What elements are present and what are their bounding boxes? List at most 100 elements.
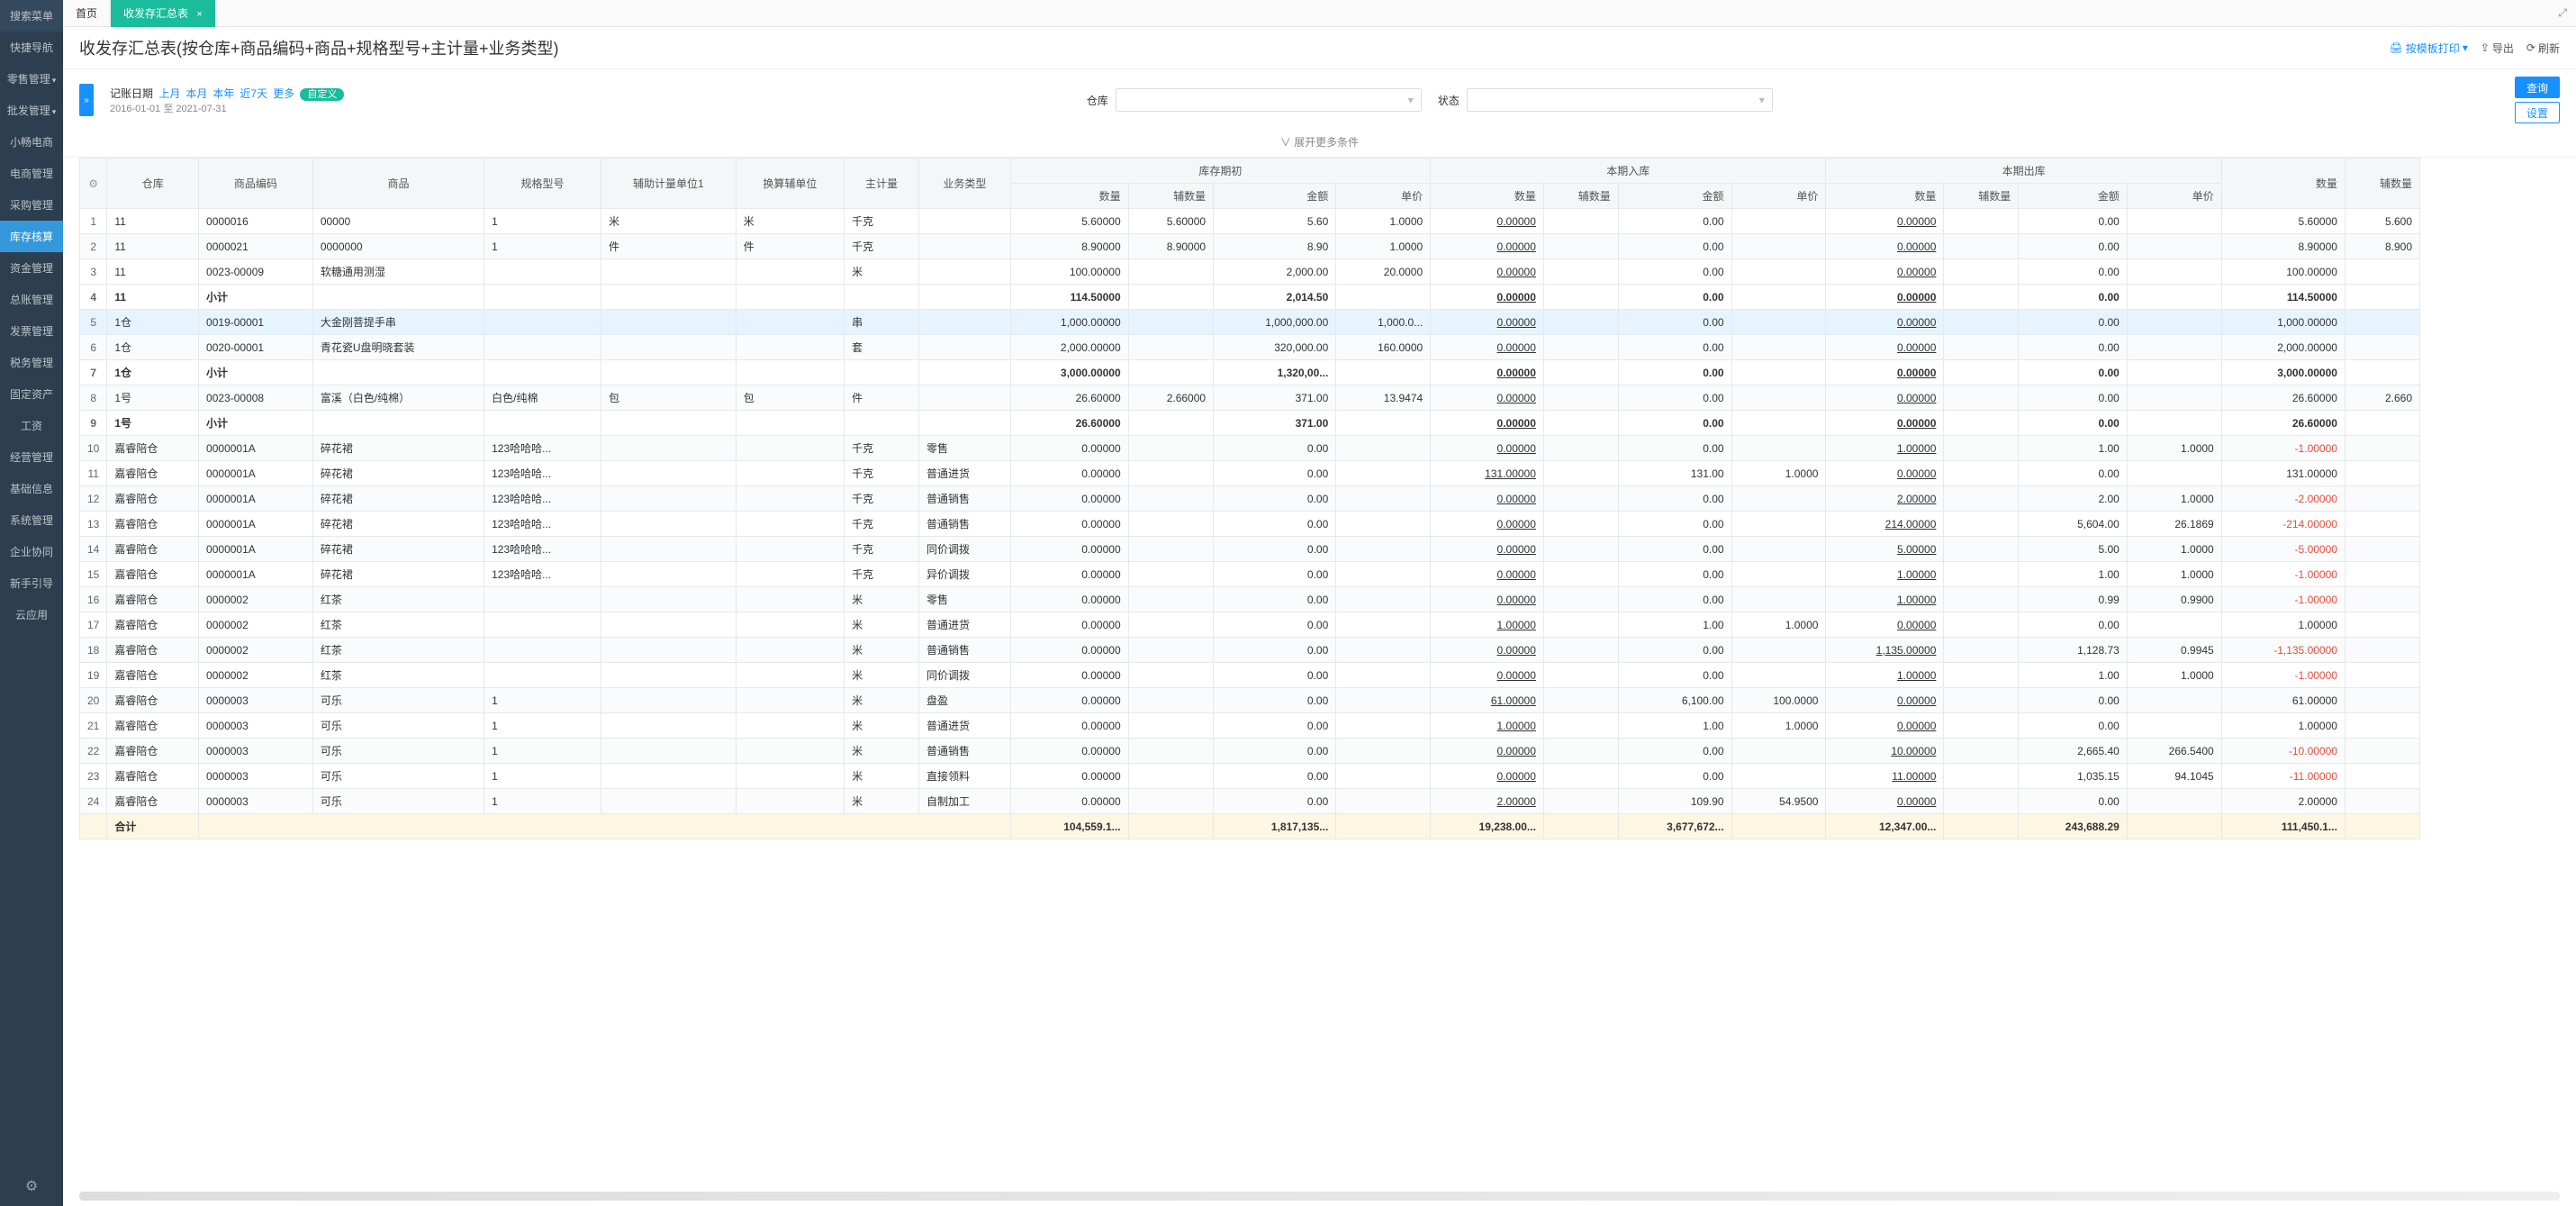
sidebar-item-4[interactable]: 小畅电商 bbox=[0, 126, 63, 158]
col-uom: 主计量 bbox=[845, 159, 919, 209]
date-link-3[interactable]: 近7天 bbox=[240, 87, 267, 100]
refresh-button[interactable]: ⟳刷新 bbox=[2526, 41, 2560, 56]
settings-gear-icon[interactable]: ⚙ bbox=[0, 1166, 63, 1206]
table-row[interactable]: 81号0023-00008富溪（白色/纯棉）白色/纯棉包包件26.600002.… bbox=[80, 385, 2420, 411]
table-row[interactable]: 12嘉睿陪仓0000001A碎花裙123哈哈哈...千克普通销售0.000000… bbox=[80, 486, 2420, 512]
table-row[interactable]: 18嘉睿陪仓0000002红茶米普通销售0.000000.000.000000.… bbox=[80, 638, 2420, 663]
sidebar-item-16[interactable]: 系统管理 bbox=[0, 504, 63, 536]
sidebar-item-12[interactable]: 固定资产 bbox=[0, 378, 63, 410]
sidebar-item-8[interactable]: 资金管理 bbox=[0, 252, 63, 284]
col-qty4: 数量 bbox=[2221, 159, 2345, 209]
col-name: 商品 bbox=[312, 159, 484, 209]
date-link-2[interactable]: 本年 bbox=[212, 87, 234, 100]
warehouse-select[interactable]: ▾ bbox=[1116, 88, 1422, 112]
table-row[interactable]: 61仓0020-00001青花瓷U盘明晓套装套2,000.00000320,00… bbox=[80, 335, 2420, 360]
chevron-down-icon: ▾ bbox=[2463, 41, 2468, 54]
filter-bar: » 记账日期 上月本月本年近7天更多 自定义 2016-01-01 至 2021… bbox=[63, 69, 2576, 131]
total-row: 合计 104,559.1... 1,817,135... 19,238.00..… bbox=[80, 814, 2420, 839]
tab-label: 收发存汇总表 bbox=[123, 7, 188, 20]
print-icon: 🖨 bbox=[2390, 41, 2403, 54]
table-row[interactable]: 20嘉睿陪仓0000003可乐1米盘盈0.000000.0061.000006,… bbox=[80, 688, 2420, 713]
table-row[interactable]: 71仓小计3,000.000001,320,00...0.000000.000.… bbox=[80, 360, 2420, 385]
table-row[interactable]: 17嘉睿陪仓0000002红茶米普通进货0.000000.001.000001.… bbox=[80, 612, 2420, 638]
table-row[interactable]: 11嘉睿陪仓0000001A碎花裙123哈哈哈...千克普通进货0.000000… bbox=[80, 461, 2420, 486]
close-icon[interactable]: × bbox=[196, 9, 202, 20]
sidebar-item-11[interactable]: 税务管理 bbox=[0, 347, 63, 378]
tab-bar: 首页 收发存汇总表 × ⤢ bbox=[63, 0, 2576, 27]
table-row[interactable]: 51仓0019-00001大金刚菩提手串串1,000.000001,000,00… bbox=[80, 310, 2420, 335]
col-conv: 换算辅单位 bbox=[736, 159, 844, 209]
expand-icon[interactable]: ⤢ bbox=[2549, 6, 2576, 20]
chevron-down-icon: ▾ bbox=[52, 76, 57, 85]
col-code: 商品编码 bbox=[199, 159, 313, 209]
sidebar-item-0[interactable]: 搜索菜单 bbox=[0, 0, 63, 32]
expand-conditions[interactable]: ∨ 展开更多条件 bbox=[63, 131, 2576, 158]
custom-badge[interactable]: 自定义 bbox=[300, 88, 344, 101]
sidebar-item-19[interactable]: 云应用 bbox=[0, 599, 63, 630]
date-link-1[interactable]: 本月 bbox=[185, 87, 207, 100]
sidebar-item-18[interactable]: 新手引导 bbox=[0, 567, 63, 599]
sidebar-item-2[interactable]: 零售管理▾ bbox=[0, 63, 63, 95]
table-row[interactable]: 19嘉睿陪仓0000002红茶米同价调拨0.000000.000.000000.… bbox=[80, 663, 2420, 688]
status-label: 状态 bbox=[1438, 93, 1460, 108]
query-button[interactable]: 查询 bbox=[2515, 77, 2560, 98]
table-row[interactable]: 13嘉睿陪仓0000001A碎花裙123哈哈哈...千克普通销售0.000000… bbox=[80, 512, 2420, 537]
table-row[interactable]: 3110023-00009软糖通用测湿米100.000002,000.0020.… bbox=[80, 259, 2420, 285]
date-link-0[interactable]: 上月 bbox=[158, 87, 180, 100]
settings-button[interactable]: 设置 bbox=[2515, 102, 2560, 123]
date-links: 上月本月本年近7天更多 bbox=[156, 87, 297, 100]
col-aq4: 辅数量 bbox=[2345, 159, 2419, 209]
tab-home[interactable]: 首页 bbox=[63, 0, 111, 27]
sidebar-item-15[interactable]: 基础信息 bbox=[0, 473, 63, 504]
print-button[interactable]: 🖨按模板打印 ▾ bbox=[2390, 41, 2468, 56]
col-aux: 辅助计量单位1 bbox=[601, 159, 736, 209]
table-row[interactable]: 411小计114.500002,014.500.000000.000.00000… bbox=[80, 285, 2420, 310]
gear-icon[interactable]: ⚙ bbox=[80, 159, 107, 209]
sidebar-item-7[interactable]: 库存核算 bbox=[0, 221, 63, 252]
export-button[interactable]: ⇪导出 bbox=[2481, 41, 2514, 56]
date-link-4[interactable]: 更多 bbox=[273, 87, 294, 100]
table-row[interactable]: 91号小计26.60000371.000.000000.000.000000.0… bbox=[80, 411, 2420, 436]
table-row[interactable]: 1110000016000001米米千克5.600005.600005.601.… bbox=[80, 209, 2420, 234]
group-opening: 库存期初 bbox=[1010, 159, 1430, 184]
sidebar-item-9[interactable]: 总账管理 bbox=[0, 284, 63, 315]
refresh-icon: ⟳ bbox=[2526, 41, 2535, 54]
sidebar-item-3[interactable]: 批发管理▾ bbox=[0, 95, 63, 126]
export-icon: ⇪ bbox=[2481, 41, 2490, 54]
sidebar-item-14[interactable]: 经营管理 bbox=[0, 441, 63, 473]
table-row[interactable]: 14嘉睿陪仓0000001A碎花裙123哈哈哈...千克同价调拨0.000000… bbox=[80, 537, 2420, 562]
table-row[interactable]: 10嘉睿陪仓0000001A碎花裙123哈哈哈...千克零售0.000000.0… bbox=[80, 436, 2420, 461]
chevron-down-icon: ▾ bbox=[1759, 94, 1765, 106]
group-in: 本期入库 bbox=[1431, 159, 1826, 184]
tab-summary[interactable]: 收发存汇总表 × bbox=[111, 0, 215, 27]
table-container[interactable]: ⚙ 仓库 商品编码 商品 规格型号 辅助计量单位1 换算辅单位 主计量 业务类型… bbox=[63, 158, 2576, 1192]
chevron-down-icon: ▾ bbox=[1408, 94, 1414, 106]
status-select[interactable]: ▾ bbox=[1467, 88, 1773, 112]
date-label: 记账日期 bbox=[110, 87, 153, 100]
col-biztype: 业务类型 bbox=[919, 159, 1011, 209]
sidebar-item-5[interactable]: 电商管理 bbox=[0, 158, 63, 189]
table-row[interactable]: 211000002100000001件件千克8.900008.900008.90… bbox=[80, 234, 2420, 259]
sidebar-item-17[interactable]: 企业协同 bbox=[0, 536, 63, 567]
table-row[interactable]: 16嘉睿陪仓0000002红茶米零售0.000000.000.000000.00… bbox=[80, 587, 2420, 612]
warehouse-label: 仓库 bbox=[1087, 93, 1108, 108]
sidebar-item-1[interactable]: 快捷导航 bbox=[0, 32, 63, 63]
sidebar-item-10[interactable]: 发票管理 bbox=[0, 315, 63, 347]
h-scrollbar[interactable] bbox=[79, 1192, 2560, 1201]
sidebar-item-13[interactable]: 工资 bbox=[0, 410, 63, 441]
table-row[interactable]: 24嘉睿陪仓0000003可乐1米自制加工0.000000.002.000001… bbox=[80, 789, 2420, 814]
summary-table: ⚙ 仓库 商品编码 商品 规格型号 辅助计量单位1 换算辅单位 主计量 业务类型… bbox=[79, 158, 2420, 839]
col-warehouse: 仓库 bbox=[107, 159, 199, 209]
sidebar: 搜索菜单快捷导航零售管理▾批发管理▾小畅电商电商管理采购管理库存核算资金管理总账… bbox=[0, 0, 63, 1206]
table-row[interactable]: 15嘉睿陪仓0000001A碎花裙123哈哈哈...千克异价调拨0.000000… bbox=[80, 562, 2420, 587]
chevron-down-icon: ▾ bbox=[52, 107, 57, 116]
table-row[interactable]: 22嘉睿陪仓0000003可乐1米普通销售0.000000.000.000000… bbox=[80, 739, 2420, 764]
table-row[interactable]: 21嘉睿陪仓0000003可乐1米普通进货0.000000.001.000001… bbox=[80, 713, 2420, 739]
group-out: 本期出库 bbox=[1826, 159, 2221, 184]
collapse-filter-button[interactable]: » bbox=[79, 84, 94, 116]
table-row[interactable]: 23嘉睿陪仓0000003可乐1米直接领料0.000000.000.000000… bbox=[80, 764, 2420, 789]
sidebar-item-6[interactable]: 采购管理 bbox=[0, 189, 63, 221]
date-range: 2016-01-01 至 2021-07-31 bbox=[110, 101, 344, 115]
title-bar: 收发存汇总表(按仓库+商品编码+商品+规格型号+主计量+业务类型) 🖨按模板打印… bbox=[63, 27, 2576, 69]
page-title: 收发存汇总表(按仓库+商品编码+商品+规格型号+主计量+业务类型) bbox=[79, 36, 559, 59]
